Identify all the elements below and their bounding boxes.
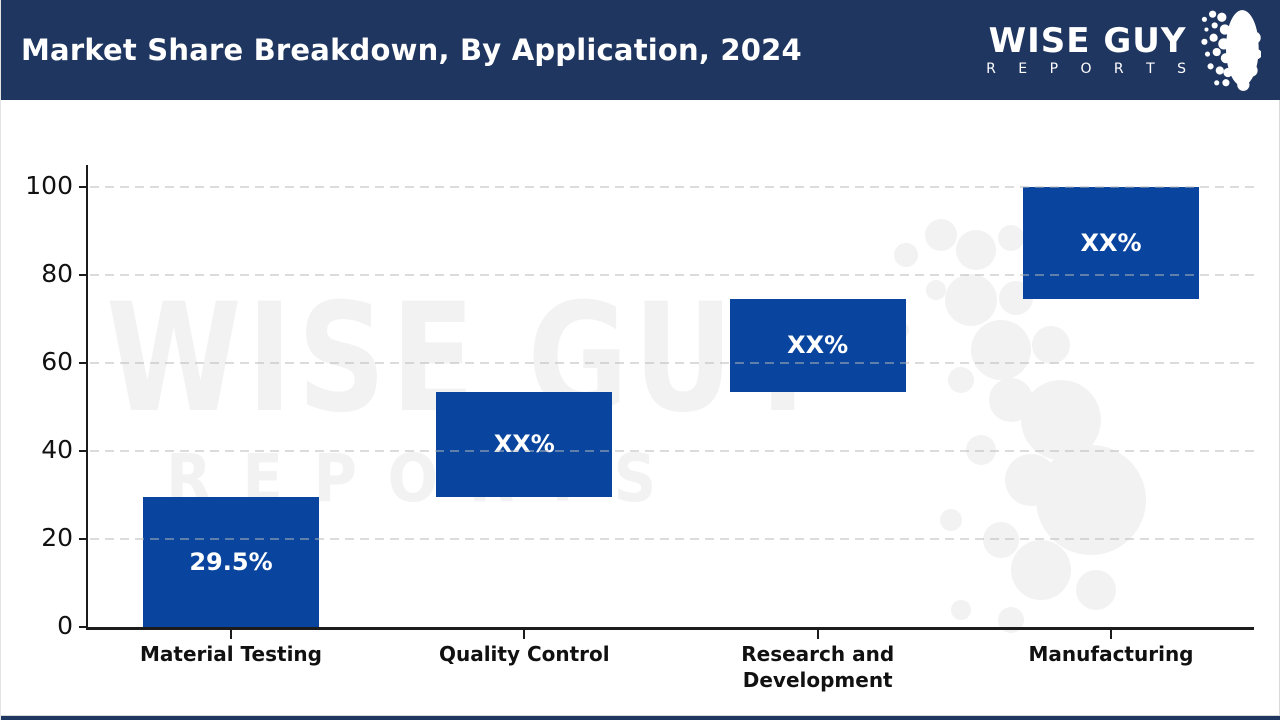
x-tick-mark-1: [230, 630, 232, 639]
y-tick-mark-20: [79, 538, 88, 540]
y-tick-label-0: 0: [57, 611, 73, 640]
x-tick-label-1: Material Testing: [140, 642, 322, 666]
bar-value-label: XX%: [787, 331, 849, 360]
x-tick-label-3: Research and Development: [741, 642, 895, 692]
gridline-y-60: [90, 362, 1254, 364]
y-axis: [86, 165, 88, 630]
gridline-y-100: [90, 186, 1254, 188]
y-tick-label-60: 60: [41, 347, 73, 376]
y-tick-mark-40: [79, 450, 88, 452]
x-tick-mark-2: [523, 630, 526, 639]
y-tick-mark-80: [79, 274, 88, 276]
watermark-face-dots-icon: [893, 219, 1146, 633]
bar-material-testing: 29.5%: [143, 497, 319, 627]
brand-wordmark-sub: R E P O R T S: [986, 61, 1195, 77]
brand-wordmark: WISE GUY R E P O R T S: [980, 24, 1195, 76]
bar-quality-control: XX%: [436, 391, 613, 498]
gridline-y-40: [90, 450, 1254, 452]
bar-value-label: XX%: [493, 430, 555, 459]
page-title: Market Share Breakdown, By Application, …: [21, 33, 802, 67]
y-tick-label-40: 40: [41, 435, 73, 464]
y-tick-mark-60: [79, 362, 88, 364]
y-tick-label-80: 80: [41, 259, 73, 288]
y-tick-mark-0: [79, 626, 88, 628]
bar-research-and-development: XX%: [729, 299, 906, 392]
gridline-y-20: [90, 538, 1254, 540]
x-tick-mark-4: [1110, 630, 1112, 639]
bar-value-label: XX%: [1080, 229, 1142, 258]
x-axis: [86, 627, 1254, 630]
gridline-y-80: [90, 274, 1254, 276]
bar-manufacturing: XX%: [1023, 187, 1199, 300]
bar-value-label: 29.5%: [189, 548, 273, 577]
x-tick-label-4: Manufacturing: [1028, 642, 1194, 666]
footer-divider: [1, 715, 1280, 716]
x-tick-label-2: Quality Control: [438, 642, 610, 666]
y-tick-label-20: 20: [41, 523, 73, 552]
brand-wordmark-main: WISE GUY: [988, 21, 1187, 61]
header: Market Share Breakdown, By Application, …: [1, 0, 1280, 100]
footer-bar: [1, 716, 1280, 720]
y-tick-mark-100: [79, 186, 88, 188]
face-profile-logo-icon: [1201, 10, 1261, 91]
x-tick-mark-3: [816, 630, 819, 639]
brand-logo: WISE GUY R E P O R T S: [980, 7, 1261, 93]
y-tick-label-100: 100: [25, 171, 73, 200]
